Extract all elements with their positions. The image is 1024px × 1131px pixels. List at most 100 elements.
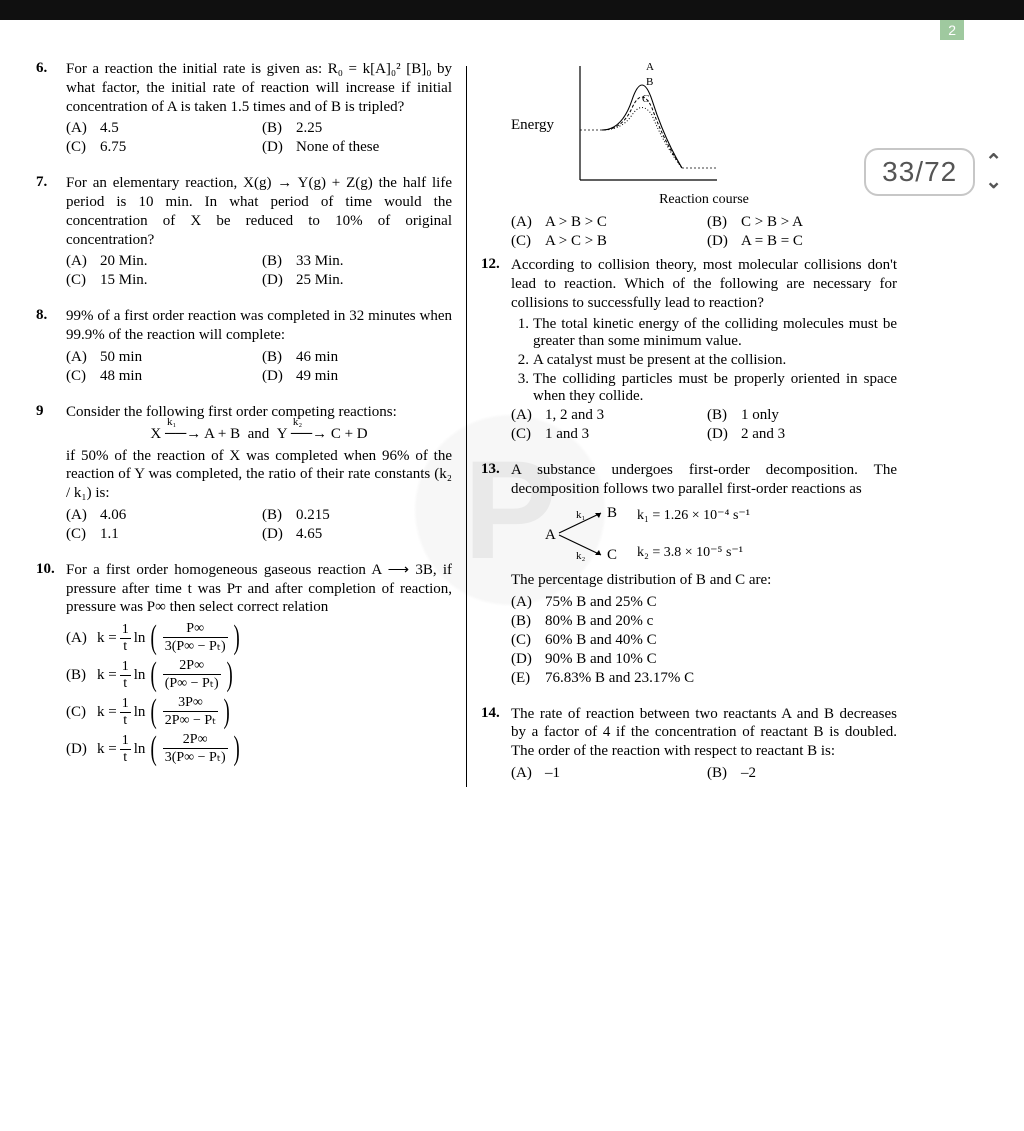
q13-reaction-scheme: A k₁ B k₂ C k₁ = 1.26 × 10⁻⁴ s⁻¹	[541, 503, 897, 565]
option: (B)0.215	[262, 507, 452, 524]
svg-text:C: C	[607, 547, 617, 563]
reaction-profile-chart: A B C	[562, 60, 722, 190]
question-12: 12. According to collision theory, most …	[481, 256, 897, 443]
option: (C)48 min	[66, 368, 256, 385]
q-number: 14.	[481, 705, 511, 782]
option: (D)25 Min.	[262, 272, 452, 289]
q-options: (A)50 min (B)46 min (C)48 min (D)49 min	[66, 349, 452, 385]
svg-text:k₁: k₁	[576, 509, 586, 521]
option: (B)C > B > A	[707, 214, 897, 231]
sub-item: 1.The total kinetic energy of the collid…	[511, 316, 897, 350]
option: (C)6.75	[66, 139, 256, 156]
svg-text:C: C	[642, 93, 649, 105]
option: (B)2.25	[262, 120, 452, 137]
energy-axis-label: Energy	[511, 117, 554, 134]
question-10: 10. For a first order homogeneous gaseou…	[36, 561, 452, 769]
sub-item: 3.The colliding particles must be proper…	[511, 371, 897, 405]
q-options: (A)1, 2 and 3 (B)1 only (C)1 and 3 (D)2 and…	[511, 407, 897, 443]
option: (B)80% B and 20% c	[511, 613, 897, 630]
q-number: 6.	[36, 60, 66, 156]
q-options: (A)k =1tln(P∞3(P∞ − Pₜ))(B)k =1tln(2P∞(P…	[66, 621, 452, 766]
option: (D)49 min	[262, 368, 452, 385]
option: (C)60% B and 40% C	[511, 632, 897, 649]
k1-value: k₁ = 1.26 × 10⁻⁴ s⁻¹	[637, 507, 750, 524]
option: (E)76.83% B and 23.17% C	[511, 670, 897, 687]
q-stem: For an elementary reaction, X(g) → Y(g) …	[66, 174, 452, 249]
option: (A)k =1tln(P∞3(P∞ − Pₜ))	[66, 621, 452, 655]
q-stem: 99% of a first order reaction was comple…	[66, 307, 452, 345]
q-stem: For a first order homogeneous gaseous re…	[66, 561, 452, 617]
option: (D)A = B = C	[707, 233, 897, 250]
option: (A)50 min	[66, 349, 256, 366]
svg-text:A: A	[646, 61, 654, 73]
question-8: 8. 99% of a first order reaction was com…	[36, 307, 452, 385]
option: (B)–2	[707, 765, 897, 782]
svg-text:B: B	[646, 76, 653, 88]
sub-item: 2.A catalyst must be present at the coll…	[511, 352, 897, 369]
left-column: 6. For a reaction the initial rate is gi…	[36, 60, 466, 787]
option: (A)75% B and 25% C	[511, 594, 897, 611]
option: (C)1.1	[66, 526, 256, 543]
option: (A)20 Min.	[66, 253, 256, 270]
option: (C)A > C > B	[511, 233, 701, 250]
option: (A)4.06	[66, 507, 256, 524]
q-sub-list: 1.The total kinetic energy of the collid…	[511, 316, 897, 405]
option: (D)None of these	[262, 139, 452, 156]
chevron-down-icon[interactable]: ⌄	[985, 175, 1002, 189]
question-9: 9 Consider the following first order com…	[36, 403, 452, 543]
q-stem: For a reaction the initial rate is given…	[66, 60, 452, 116]
page-counter: 33/72 ⌃ ⌄	[864, 148, 1002, 196]
energy-diagram: Energy A	[511, 60, 897, 190]
option: (C)1 and 3	[511, 426, 701, 443]
chevron-up-icon[interactable]: ⌃	[985, 155, 1002, 169]
q-stem: Consider the following first order compe…	[66, 403, 452, 422]
svg-text:A: A	[545, 527, 556, 543]
q-number: 10.	[36, 561, 66, 769]
option: (A)A > B > C	[511, 214, 701, 231]
option: (A)–1	[511, 765, 701, 782]
question-14: 14. The rate of reaction between two rea…	[481, 705, 897, 782]
two-column-layout: 6. For a reaction the initial rate is gi…	[36, 60, 1008, 787]
option: (A)1, 2 and 3	[511, 407, 701, 424]
q-stem: The rate of reaction between two reactan…	[511, 705, 897, 761]
q-stem-2: The percentage distribution of B and C a…	[511, 571, 897, 590]
option: (D)2 and 3	[707, 426, 897, 443]
q-number: 13.	[481, 461, 511, 686]
q9-equation: X ──k₁→ A + B and Y ──k₂→ C + D	[66, 426, 452, 443]
branching-arrow-icon: A k₁ B k₂ C	[541, 503, 631, 565]
option: (D)4.65	[262, 526, 452, 543]
option: (B)46 min	[262, 349, 452, 366]
question-7: 7. For an elementary reaction, X(g) → Y(…	[36, 174, 452, 289]
option: (B)1 only	[707, 407, 897, 424]
option: (C)15 Min.	[66, 272, 256, 289]
k2-value: k₂ = 3.8 × 10⁻⁵ s⁻¹	[637, 544, 750, 561]
option: (B)33 Min.	[262, 253, 452, 270]
q-number: 8.	[36, 307, 66, 385]
option: (D)90% B and 10% C	[511, 651, 897, 668]
q-stem: According to collision theory, most mole…	[511, 256, 897, 312]
option: (D)k =1tln(2P∞3(P∞ − Pₜ))	[66, 732, 452, 766]
page-number-badge: 2	[940, 20, 964, 40]
option: (A)4.5	[66, 120, 256, 137]
page: 2 33/72 ⌃ ⌄ P 6. For a reaction the init…	[0, 20, 1024, 807]
svg-text:k₂: k₂	[576, 550, 586, 562]
q-options: (A)75% B and 25% C (B)80% B and 20% c (C)6…	[511, 594, 897, 687]
q-stem: A substance undergoes first-order decomp…	[511, 461, 897, 499]
q-number: 9	[36, 403, 66, 543]
q-number: 12.	[481, 256, 511, 443]
counter-value: 33/72	[864, 148, 975, 196]
q-options: (A)20 Min. (B)33 Min. (C)15 Min. (D)25 Min.	[66, 253, 452, 289]
question-6: 6. For a reaction the initial rate is gi…	[36, 60, 452, 156]
option: (B)k =1tln(2P∞(P∞ − Pₜ))	[66, 658, 452, 692]
q-number	[481, 60, 511, 250]
svg-text:B: B	[607, 505, 617, 521]
q-options: (A)4.5 (B)2.25 (C)6.75 (D)None of these	[66, 120, 452, 156]
q-options: (A)–1 (B)–2	[511, 765, 897, 782]
right-column: Energy A	[467, 60, 897, 787]
q-options: (A)4.06 (B)0.215 (C)1.1 (D)4.65	[66, 507, 452, 543]
top-black-bar	[0, 0, 1024, 20]
q-number: 7.	[36, 174, 66, 289]
option: (C)k =1tln(3P∞2P∞ − Pₜ)	[66, 695, 452, 729]
counter-arrows[interactable]: ⌃ ⌄	[985, 155, 1002, 189]
x-axis-label: Reaction course	[511, 192, 897, 208]
